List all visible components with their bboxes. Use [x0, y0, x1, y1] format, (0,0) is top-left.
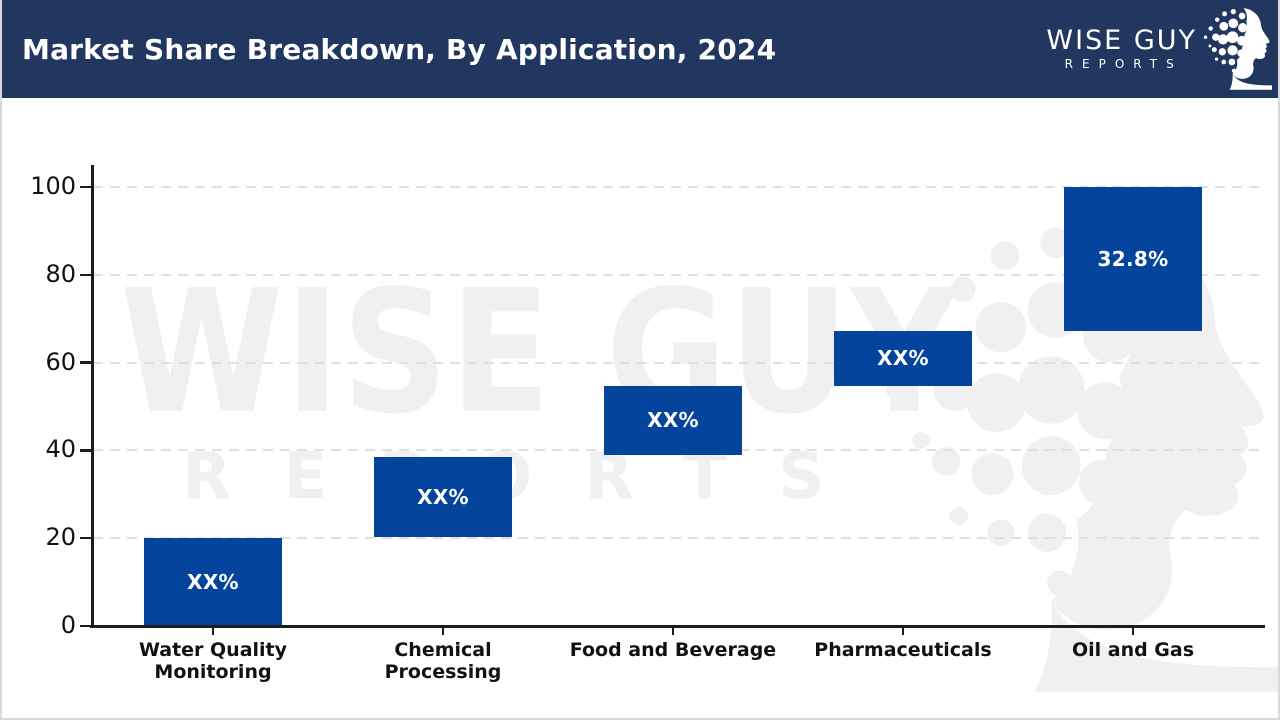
x-category-label: Food and Beverage	[569, 639, 777, 661]
x-tick	[441, 626, 445, 635]
x-category-label: Water Quality Monitoring	[138, 639, 288, 683]
bar-segment: 32.8%	[1064, 187, 1202, 331]
y-gridline	[93, 361, 1260, 364]
watermark-wordmark: WISE GUY	[120, 254, 960, 452]
y-gridline	[93, 537, 1260, 540]
y-tick	[80, 361, 91, 364]
bar-value-label: XX%	[877, 346, 929, 371]
y-tick	[80, 273, 91, 277]
watermark-dotted-head-icon	[858, 222, 1278, 693]
y-axis	[91, 165, 94, 628]
dotted-head-icon	[1199, 8, 1272, 90]
y-tick	[80, 185, 91, 189]
y-tick-label: 0	[60, 611, 76, 639]
logo-wordmark: WISE GUY	[1046, 24, 1197, 56]
x-tick	[901, 626, 905, 635]
bar-segment: XX%	[374, 457, 512, 538]
y-tick-label: 40	[45, 435, 76, 464]
y-tick	[80, 536, 91, 540]
wise-guy-logo: WISE GUY REPORTS	[1046, 8, 1272, 90]
x-category-label: Pharmaceuticals	[814, 639, 992, 661]
bar-segment: XX%	[834, 330, 972, 386]
y-gridline	[93, 273, 1260, 276]
x-category-label: Chemical Processing	[384, 639, 502, 683]
y-tick-label: 80	[45, 259, 76, 288]
bar-value-label: XX%	[417, 485, 469, 510]
y-tick	[80, 624, 91, 628]
x-category-label: Oil and Gas	[1071, 639, 1195, 661]
bar-value-label: XX%	[647, 408, 699, 433]
bar-value-label: XX%	[187, 570, 239, 595]
x-tick	[671, 626, 675, 635]
header-bar: Market Share Breakdown, By Application, …	[2, 0, 1278, 98]
chart-title: Market Share Breakdown, By Application, …	[22, 32, 777, 66]
y-tick	[80, 449, 91, 452]
y-tick-label: 20	[45, 523, 76, 552]
logo-subtext: REPORTS	[1064, 57, 1183, 72]
x-tick	[1131, 626, 1135, 635]
x-axis	[90, 625, 1265, 628]
bar-segment: XX%	[144, 538, 282, 626]
logo-text: WISE GUY REPORTS	[1046, 24, 1197, 72]
bar-segment: XX%	[604, 385, 742, 455]
y-tick-label: 100	[30, 172, 76, 200]
y-gridline	[93, 186, 1260, 188]
bar-value-label: 32.8%	[1097, 246, 1169, 271]
y-tick-label: 60	[45, 347, 76, 376]
x-tick	[211, 626, 215, 635]
